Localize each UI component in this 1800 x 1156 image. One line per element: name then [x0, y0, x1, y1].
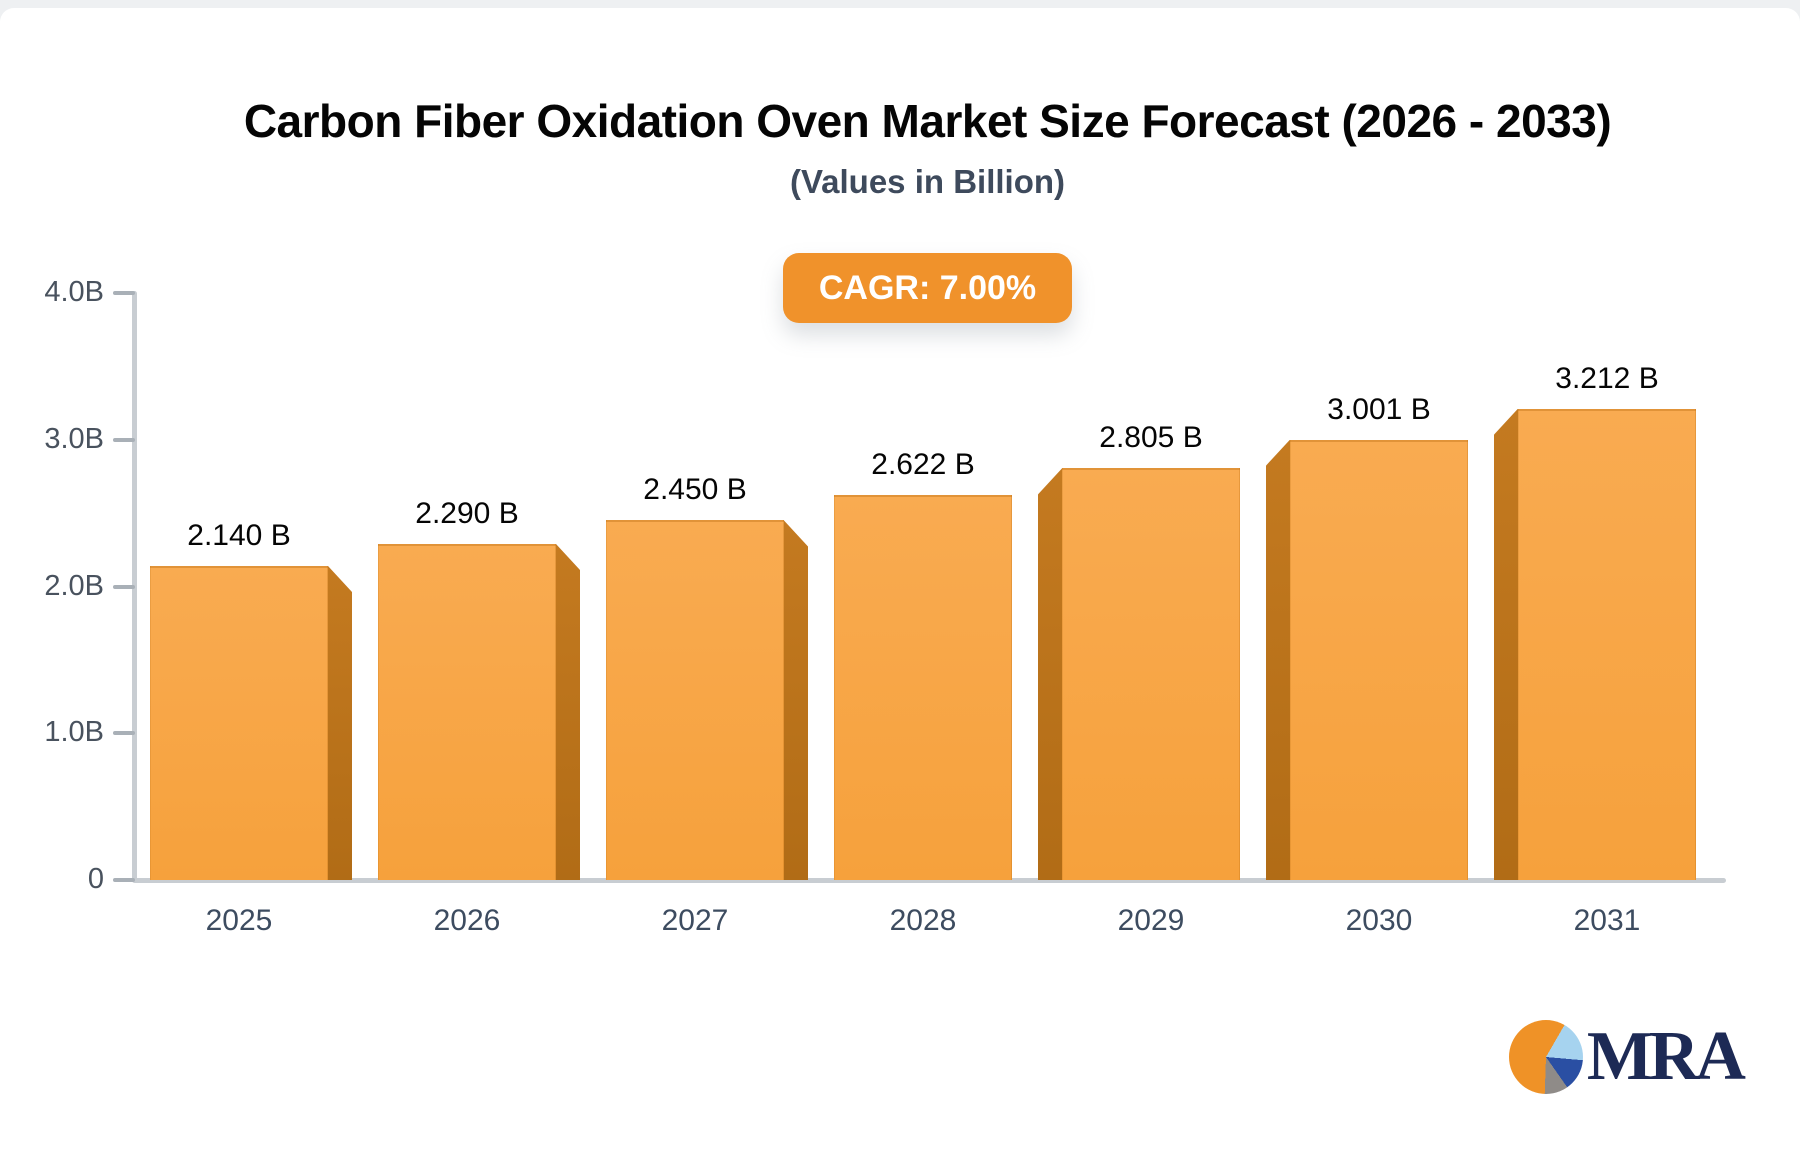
cagr-badge: CAGR: 7.00% [782, 253, 1073, 323]
y-tick-label-1.0B: 1.0B [44, 716, 104, 749]
bar-2026-side-face [556, 543, 580, 880]
brand-logo: MRA [1508, 1018, 1746, 1096]
y-tick-mark [113, 878, 135, 882]
bar-2028 [834, 495, 1012, 880]
x-tick-label-2028: 2028 [889, 904, 957, 937]
bar-value-label-2025: 2.140 B [187, 518, 291, 552]
chart-subtitle: (Values in Billion) [789, 163, 1066, 200]
bar-2029-side-face [1038, 468, 1062, 880]
y-tick-label-0: 0 [87, 863, 104, 895]
x-tick-label-2027: 2027 [661, 904, 729, 937]
bar-value-label-2030: 3.001 B [1327, 392, 1431, 426]
bar-value-label-2031: 3.212 B [1555, 361, 1659, 395]
cagr-badge-row: CAGR: 7.00% [130, 253, 1725, 323]
brand-name: MRA [1586, 1018, 1746, 1095]
y-tick-mark [113, 437, 135, 442]
bar-2026 [378, 543, 556, 880]
bar-2027 [606, 520, 784, 880]
x-tick-label-2030: 2030 [1345, 904, 1413, 937]
y-tick-label-3.0B: 3.0B [44, 422, 104, 455]
bar-2031-side-face [1494, 408, 1518, 880]
x-axis-line [132, 878, 1726, 883]
x-tick-label-2029: 2029 [1117, 904, 1185, 937]
bar-value-label-2028: 2.622 B [871, 448, 975, 482]
y-tick-mark [113, 584, 135, 589]
bar-value-label-2027: 2.450 B [643, 473, 747, 507]
pie-chart-icon [1508, 1020, 1583, 1094]
y-tick-mark [113, 731, 135, 736]
y-tick-label-2.0B: 2.0B [44, 569, 104, 602]
y-tick-mark [113, 291, 135, 295]
x-tick-label-2031: 2031 [1573, 904, 1641, 937]
x-tick-label-2026: 2026 [433, 904, 501, 937]
bar-2031 [1518, 408, 1696, 880]
bar-2025 [150, 565, 328, 880]
y-tick-label-4.0B: 4.0B [44, 276, 104, 308]
chart-title: Carbon Fiber Oxidation Oven Market Size … [243, 95, 1612, 147]
bar-2030-side-face [1266, 439, 1290, 880]
bar-2027-side-face [784, 520, 808, 880]
x-tick-label-2025: 2025 [205, 904, 273, 937]
bar-value-label-2026: 2.290 B [415, 496, 519, 530]
bar-2025-side-face [328, 565, 352, 880]
bar-2030 [1290, 439, 1468, 880]
bar-value-label-2029: 2.805 B [1099, 421, 1203, 455]
bar-2029 [1062, 468, 1240, 880]
